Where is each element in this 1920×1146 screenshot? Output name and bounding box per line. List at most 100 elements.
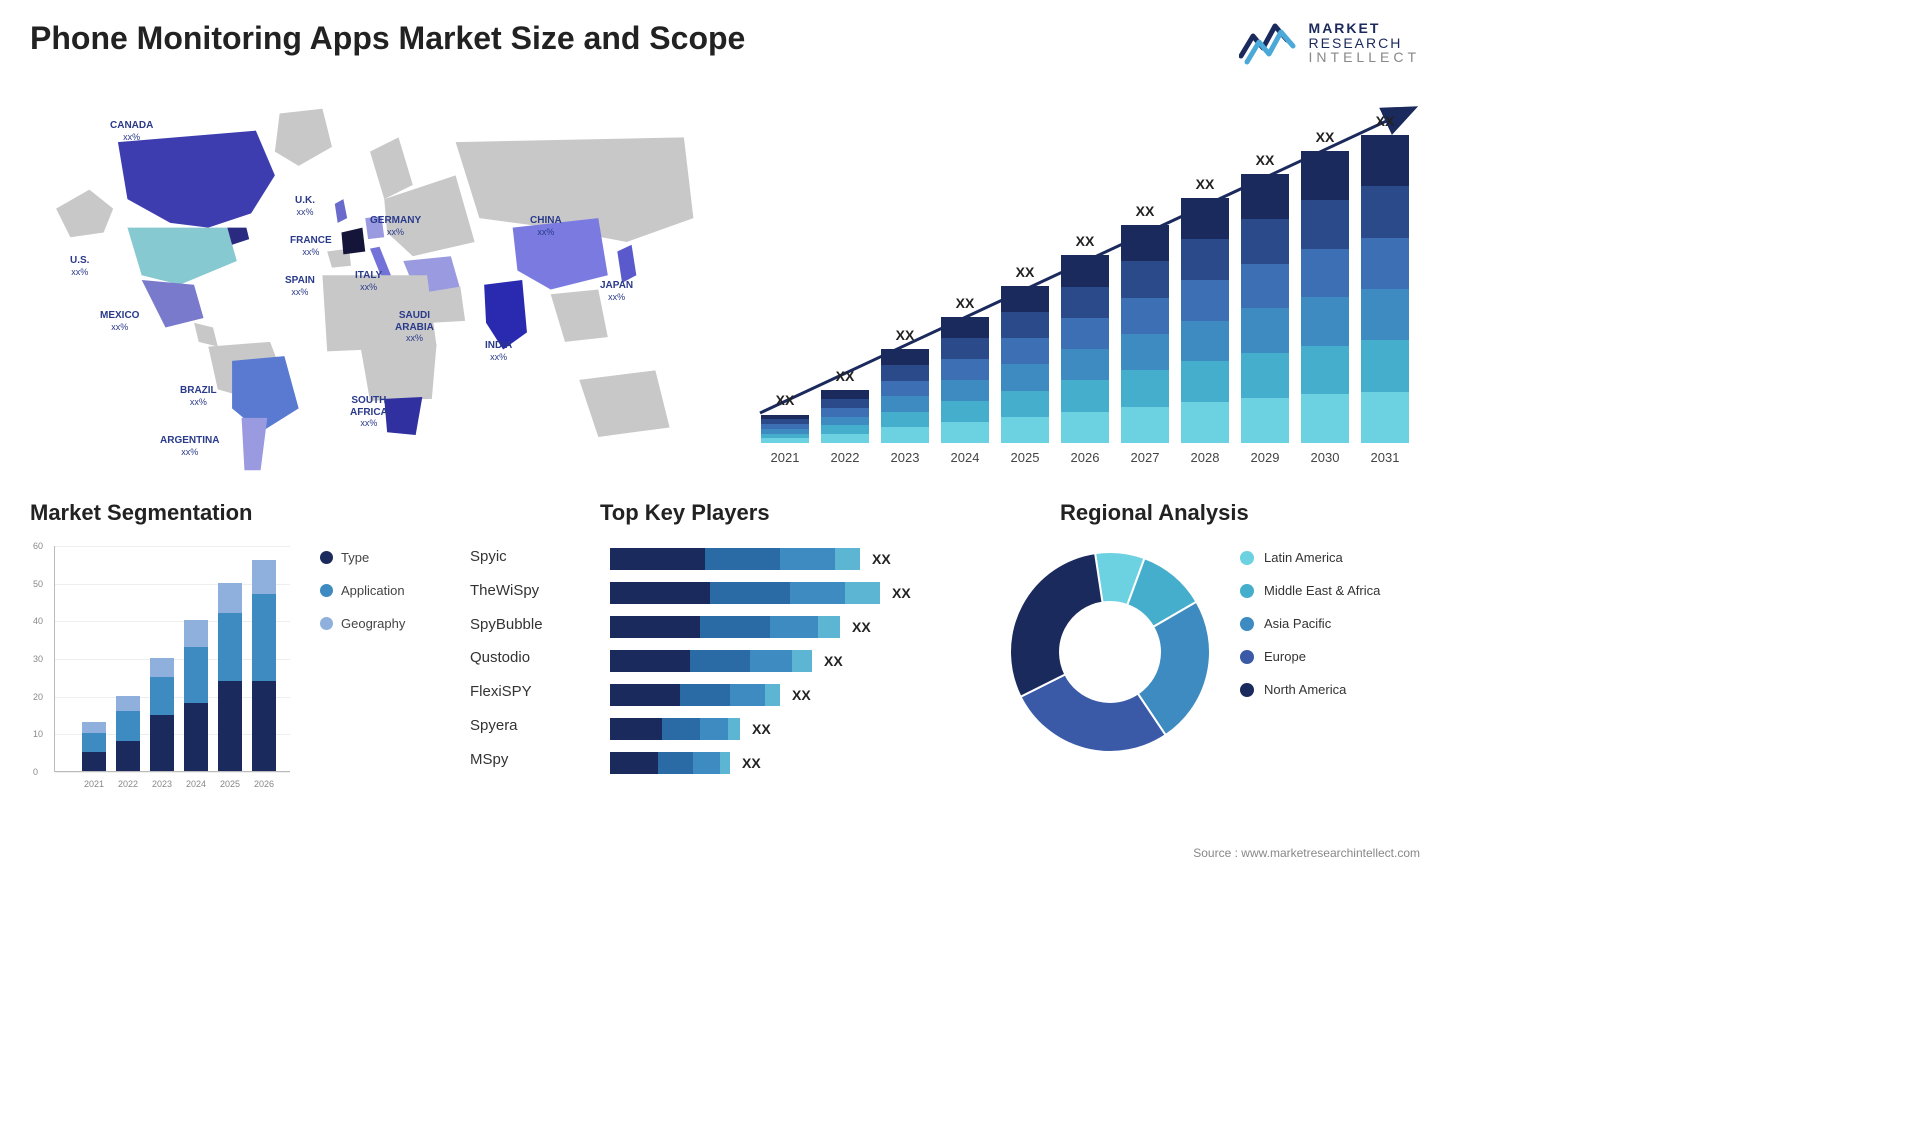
map-label-brazil: BRAZILxx% [180,385,217,407]
player-value-spyic: XX [872,551,891,567]
seg-bar-2021: 2021 [82,722,106,771]
page-title: Phone Monitoring Apps Market Size and Sc… [30,20,745,57]
logo-line1: MARKET [1309,21,1420,36]
logo-line3: INTELLECT [1309,50,1420,65]
seg-xlabel-2024: 2024 [184,779,208,789]
growth-xlabel-2026: 2026 [1055,450,1115,465]
player-name-qustodio: Qustodio [470,641,543,675]
seg-bar-2024: 2024 [184,620,208,771]
growth-xlabel-2031: 2031 [1355,450,1415,465]
map-region-scand [370,137,413,199]
map-region-japan [617,245,636,283]
regional-donut-chart [1000,542,1220,762]
seg-xlabel-2026: 2026 [252,779,276,789]
player-bar-flexispy: XX [610,678,960,712]
growth-bar-label-2023: XX [881,327,929,343]
player-name-flexispy: FlexiSPY [470,675,543,709]
growth-bar-2027: XX [1121,225,1169,443]
growth-xlabel-2024: 2024 [935,450,995,465]
player-bar-spybubble: XX [610,610,960,644]
player-bar-mspy: XX [610,746,960,780]
growth-xlabel-2029: 2029 [1235,450,1295,465]
growth-xlabel-2027: 2027 [1115,450,1175,465]
growth-bar-label-2028: XX [1181,176,1229,192]
source-attribution: Source : www.marketresearchintellect.com [1193,846,1420,860]
growth-bar-2030: XX [1301,151,1349,443]
player-value-qustodio: XX [824,653,843,669]
map-label-japan: JAPANxx% [600,280,633,302]
player-value-flexispy: XX [792,687,811,703]
player-value-mspy: XX [742,755,761,771]
map-region-usa [127,228,236,285]
growth-bar-2029: XX [1241,174,1289,443]
growth-xlabel-2022: 2022 [815,450,875,465]
map-region-france [341,228,365,255]
seg-ytick-10: 10 [33,729,43,739]
map-region-argentina [242,418,268,470]
growth-bar-label-2022: XX [821,368,869,384]
market-segmentation-section: Market Segmentation 01020304050602021202… [30,500,450,796]
map-label-mexico: MEXICOxx% [100,310,139,332]
seg-bar-2023: 2023 [150,658,174,771]
map-region-c-america [194,323,218,347]
reg-legend-asia-pacific: Asia Pacific [1240,616,1380,631]
map-label-france: FRANCExx% [290,235,332,257]
map-label-canada: CANADAxx% [110,120,153,142]
map-label-germany: GERMANYxx% [370,215,421,237]
map-label-saudi-arabia: SAUDIARABIAxx% [395,310,434,343]
player-name-spyic: Spyic [470,540,543,574]
player-name-mspy: MSpy [470,743,543,777]
seg-xlabel-2021: 2021 [82,779,106,789]
seg-legend-application: Application [320,583,405,598]
growth-bar-2024: XX [941,317,989,443]
growth-bar-2026: XX [1061,255,1109,443]
player-bar-qustodio: XX [610,644,960,678]
map-region-uk [335,199,347,223]
growth-bar-label-2025: XX [1001,264,1049,280]
player-value-spyera: XX [752,721,771,737]
seg-ytick-40: 40 [33,616,43,626]
growth-bar-2021: XX [761,414,809,443]
map-region-s-africa [384,397,422,435]
growth-bar-label-2026: XX [1061,233,1109,249]
seg-bar-2025: 2025 [218,583,242,771]
map-region-alaska [56,190,113,238]
growth-bar-label-2029: XX [1241,152,1289,168]
growth-xlabel-2021: 2021 [755,450,815,465]
growth-bar-chart: XXXXXXXXXXXXXXXXXXXXXX 20212022202320242… [745,95,1425,465]
map-region-canada [118,131,275,228]
player-name-thewispy: TheWiSpy [470,574,543,608]
seg-bar-2022: 2022 [116,696,140,771]
player-value-spybubble: XX [852,619,871,635]
growth-bar-2031: XX [1361,135,1409,443]
segmentation-title: Market Segmentation [30,500,450,526]
player-bar-spyic: XX [610,542,960,576]
growth-bar-label-2024: XX [941,295,989,311]
map-label-argentina: ARGENTINAxx% [160,435,219,457]
segmentation-chart: 0102030405060202120222023202420252026 [30,536,290,796]
map-region-c-africa [360,344,436,401]
growth-bar-label-2030: XX [1301,129,1349,145]
players-bar-chart: XX XX XX XX XX XX XX [610,542,960,780]
map-label-india: INDIAxx% [485,340,512,362]
map-region-mexico [142,280,204,328]
reg-legend-europe: Europe [1240,649,1380,664]
map-region-greenland [275,109,332,166]
player-name-spyera: Spyera [470,709,543,743]
player-bar-spyera: XX [610,712,960,746]
seg-bar-2026: 2026 [252,560,276,771]
players-name-list: SpyicTheWiSpySpyBubbleQustodioFlexiSPYSp… [470,540,543,776]
reg-legend-latin-america: Latin America [1240,550,1380,565]
seg-xlabel-2023: 2023 [150,779,174,789]
growth-bar-2023: XX [881,349,929,443]
player-bar-thewispy: XX [610,576,960,610]
growth-xlabel-2030: 2030 [1295,450,1355,465]
map-label-italy: ITALYxx% [355,270,382,292]
growth-xlabel-2023: 2023 [875,450,935,465]
players-title: Top Key Players [600,500,970,526]
map-label-south-africa: SOUTHAFRICAxx% [350,395,388,428]
regional-legend: Latin AmericaMiddle East & AfricaAsia Pa… [1240,550,1380,715]
growth-bar-2028: XX [1181,198,1229,443]
world-map: CANADAxx% U.S.xx% MEXICOxx% BRAZILxx% ARGENT… [20,85,720,475]
map-label-u-s-: U.S.xx% [70,255,89,277]
